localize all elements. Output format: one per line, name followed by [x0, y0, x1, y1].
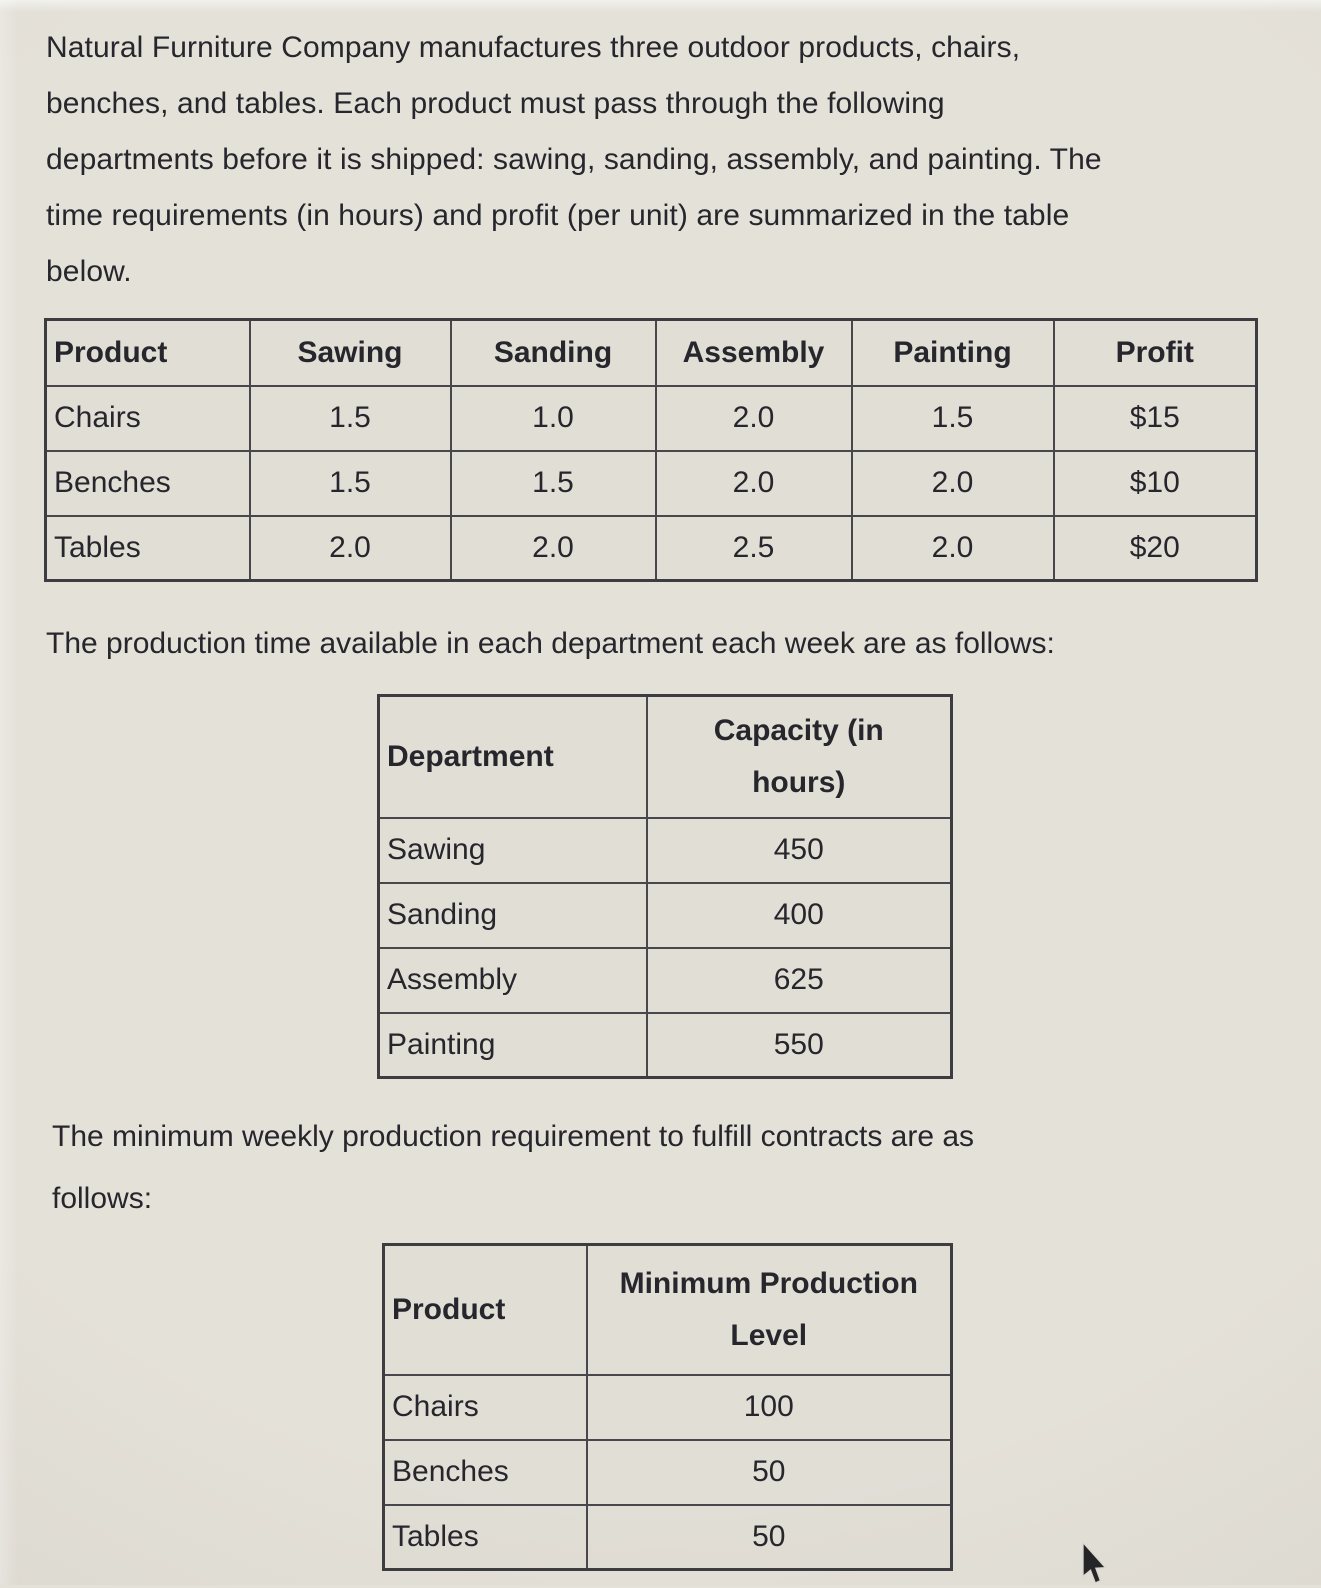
table-row-sawing: Sawing 450: [377, 816, 953, 884]
table-row-tables: Tables 2.0 2.0 2.5 2.0 $20: [44, 514, 1258, 582]
table-row-assembly: Assembly 625: [377, 946, 953, 1014]
table-row-chairs: Chairs 1.5 1.0 2.0 1.5 $15: [44, 384, 1258, 452]
row-label: Chairs: [382, 1373, 588, 1441]
header-painting: Painting: [850, 318, 1055, 387]
intro-line-3: departments before it is shipped: sawing…: [46, 143, 1102, 176]
intro-line-5: below.: [46, 255, 132, 288]
header-sawing: Sawing: [248, 318, 452, 387]
row-label: Tables: [382, 1503, 588, 1571]
header-minimum-line-2: Level: [730, 1318, 808, 1352]
cell-value: 1.5: [449, 449, 657, 517]
cell-value: 2.0: [654, 384, 853, 452]
minimum-production-table: Product Minimum Production Level Chairs …: [382, 1243, 953, 1571]
cell-value: 2.0: [449, 514, 657, 582]
cell-value: 2.0: [248, 514, 452, 582]
cell-value: 1.5: [248, 384, 452, 452]
cell-value: $20: [1052, 514, 1258, 582]
row-label: Sawing: [377, 816, 648, 884]
minimum-intro-paragraph: The minimum weekly production requiremen…: [52, 1106, 974, 1230]
cell-value: 400: [645, 881, 953, 949]
time-profit-header-row: Product Sawing Sanding Assembly Painting…: [44, 318, 1258, 387]
row-label: Painting: [377, 1011, 648, 1079]
mouse-cursor-icon: [1082, 1542, 1107, 1584]
cell-value: 1.5: [248, 449, 452, 517]
intro-line-2: benches, and tables. Each product must p…: [46, 87, 945, 120]
table-row-benches: Benches 1.5 1.5 2.0 2.0 $10: [44, 449, 1258, 517]
table-row-painting: Painting 550: [377, 1011, 953, 1079]
capacity-header-row: Department Capacity (in hours): [377, 694, 953, 819]
row-label: Chairs: [44, 384, 251, 452]
cell-value: 50: [585, 1438, 953, 1506]
cell-value: 450: [645, 816, 953, 884]
table-row-tables-min: Tables 50: [382, 1503, 953, 1571]
header-profit: Profit: [1052, 318, 1258, 387]
cell-value: 2.5: [654, 514, 853, 582]
cell-value: $10: [1052, 449, 1258, 517]
cell-value: 2.0: [654, 449, 853, 517]
cell-value: 1.0: [449, 384, 657, 452]
header-department: Department: [377, 694, 648, 819]
minimum-header-row: Product Minimum Production Level: [382, 1243, 953, 1376]
cell-value: 50: [585, 1503, 953, 1571]
intro-paragraph: Natural Furniture Company manufactures t…: [46, 20, 1102, 300]
cell-value: 1.5: [850, 384, 1055, 452]
header-product: Product: [44, 318, 251, 387]
cell-value: $15: [1052, 384, 1258, 452]
cell-value: 550: [645, 1011, 953, 1079]
row-label: Tables: [44, 514, 251, 582]
table-row-chairs-min: Chairs 100: [382, 1373, 953, 1441]
row-label: Benches: [382, 1438, 588, 1506]
capacity-intro-sentence: The production time available in each de…: [46, 627, 1055, 660]
header-capacity: Capacity (in hours): [645, 694, 953, 819]
intro-line-4: time requirements (in hours) and profit …: [46, 199, 1070, 232]
intro-line-1: Natural Furniture Company manufactures t…: [46, 31, 1021, 64]
table-row-benches-min: Benches 50: [382, 1438, 953, 1506]
cell-value: 100: [585, 1373, 953, 1441]
minimum-intro-line-2: follows:: [52, 1182, 153, 1215]
header-product: Product: [382, 1243, 588, 1376]
row-label: Sanding: [377, 881, 648, 949]
header-sanding: Sanding: [449, 318, 657, 387]
header-capacity-line-1: Capacity (in: [713, 713, 884, 747]
header-minimum-line-1: Minimum Production: [619, 1266, 918, 1300]
time-profit-table: Product Sawing Sanding Assembly Painting…: [44, 318, 1258, 582]
minimum-intro-line-1: The minimum weekly production requiremen…: [52, 1120, 975, 1153]
row-label: Benches: [44, 449, 251, 517]
cell-value: 2.0: [850, 449, 1055, 517]
header-capacity-line-2: hours): [752, 765, 846, 799]
header-minimum-production: Minimum Production Level: [585, 1243, 953, 1376]
capacity-table: Department Capacity (in hours) Sawing 45…: [377, 694, 953, 1079]
table-row-sanding: Sanding 400: [377, 881, 953, 949]
header-assembly: Assembly: [654, 318, 853, 387]
cell-value: 2.0: [850, 514, 1055, 582]
cell-value: 625: [645, 946, 953, 1014]
row-label: Assembly: [377, 946, 648, 1014]
